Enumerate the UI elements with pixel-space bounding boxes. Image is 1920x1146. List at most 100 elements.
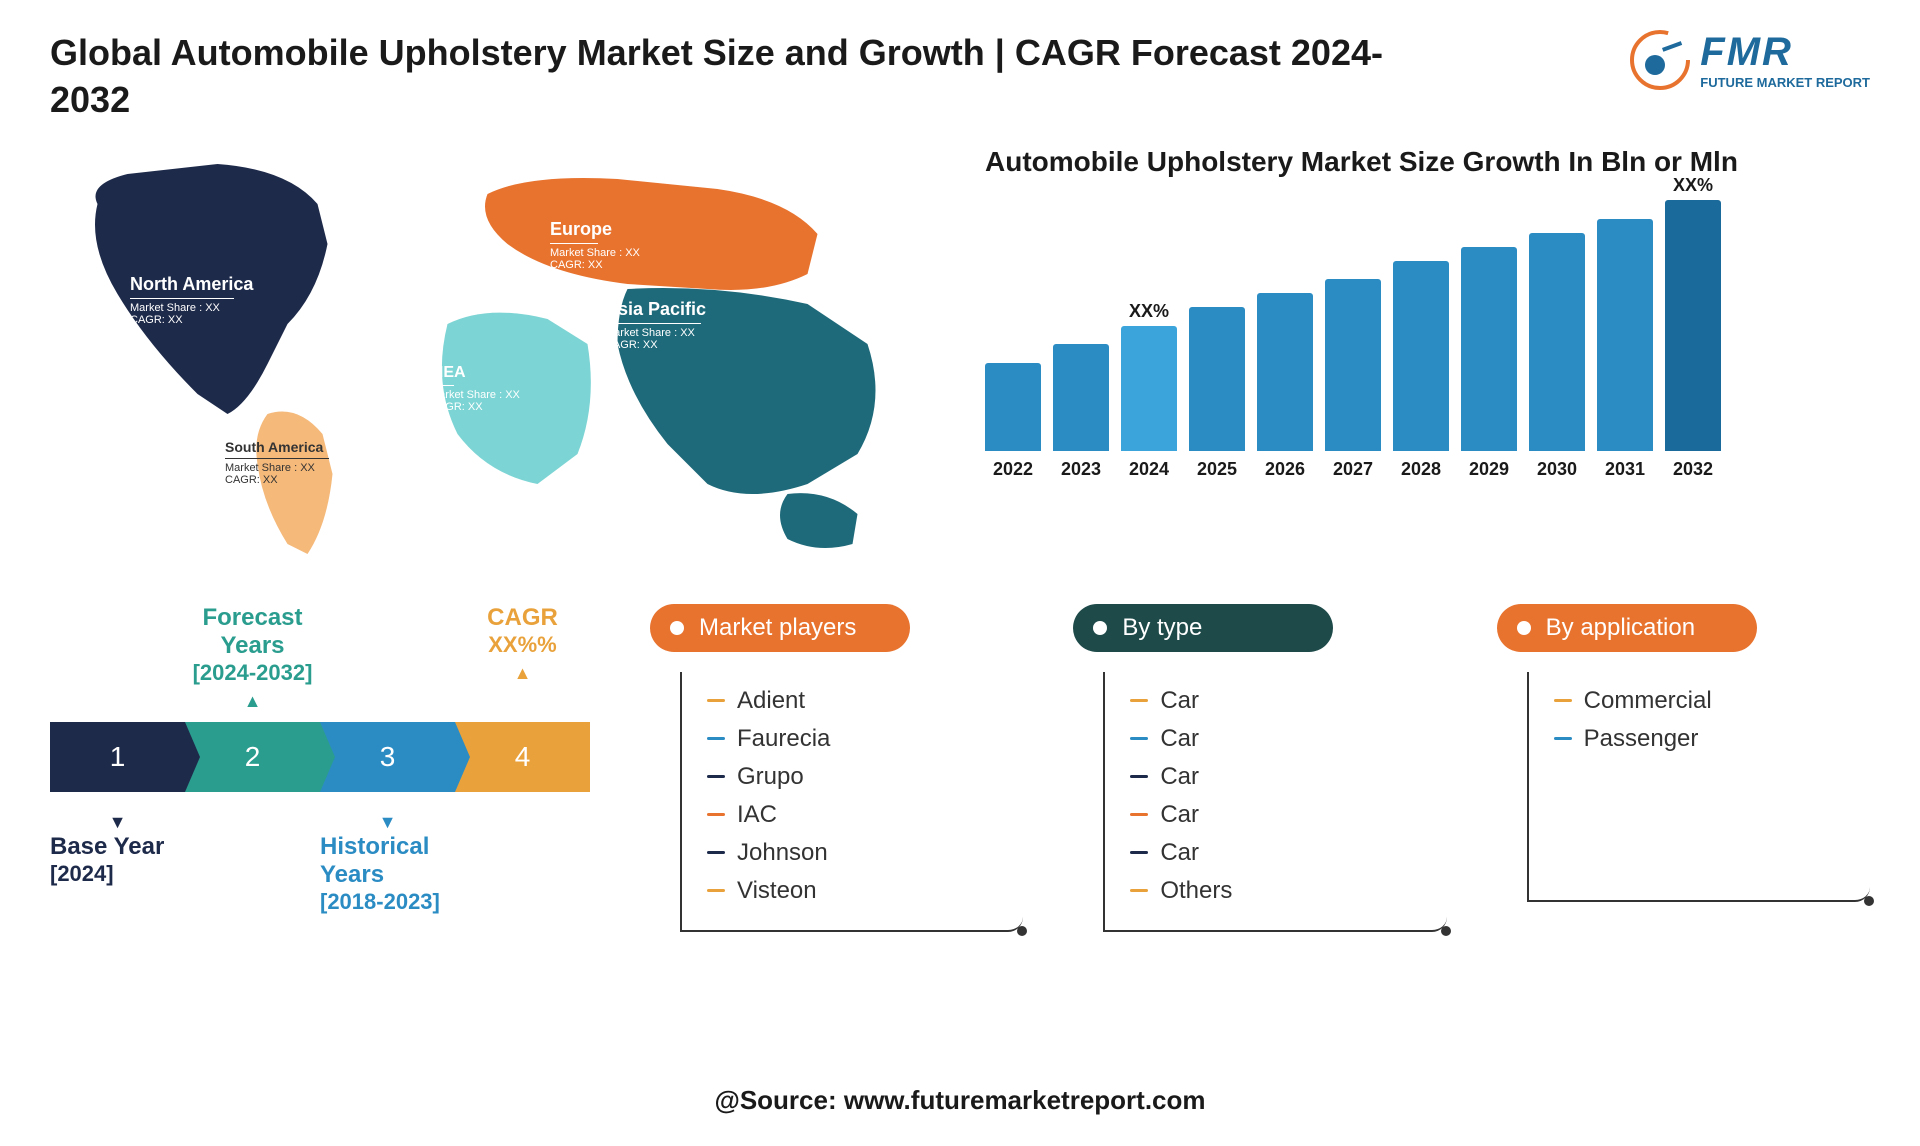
map-svg [50, 144, 935, 564]
bar [1665, 200, 1721, 451]
timeline-top-label [50, 604, 185, 712]
timeline-segment-2: 2 [185, 722, 320, 792]
item-label: Passenger [1584, 725, 1699, 753]
bar-year-label: 2023 [1061, 459, 1101, 480]
timeline-segment-1: 1 [50, 722, 185, 792]
bar-year-label: 2032 [1673, 459, 1713, 480]
item-label: Car [1160, 801, 1199, 829]
pill-header: By application [1497, 604, 1757, 652]
timeline-bottom-label: ▼Historical Years[2018-2023] [320, 807, 455, 915]
bar-annotation: XX% [1673, 175, 1713, 196]
timeline-top-label: Forecast Years[2024-2032]▲ [185, 604, 320, 712]
logo-text-main: FMR [1700, 30, 1870, 75]
tick-icon [1130, 889, 1148, 892]
timeline: Forecast Years[2024-2032]▲ CAGRXX%%▲ 1234… [50, 604, 590, 915]
list-item: Visteon [707, 877, 1003, 905]
timeline-top-label: CAGRXX%%▲ [455, 604, 590, 712]
bar-year-label: 2031 [1605, 459, 1645, 480]
pill-header: By type [1073, 604, 1333, 652]
list-item: Johnson [707, 839, 1003, 867]
page-title: Global Automobile Upholstery Market Size… [50, 30, 1450, 124]
bar [1325, 279, 1381, 451]
bar-year-label: 2029 [1469, 459, 1509, 480]
pill-dot-icon [670, 621, 684, 635]
bar [1053, 344, 1109, 451]
item-label: Car [1160, 839, 1199, 867]
item-label: Grupo [737, 763, 804, 791]
list-item: Car [1130, 763, 1426, 791]
tick-icon [1130, 775, 1148, 778]
timeline-top-label [320, 604, 455, 712]
list-item: Commercial [1554, 687, 1850, 715]
bar [1529, 233, 1585, 451]
item-label: Car [1160, 763, 1199, 791]
pill-title: By type [1122, 614, 1202, 642]
world-map: North America Market Share : XX CAGR: XX… [50, 144, 935, 564]
bar-year-label: 2024 [1129, 459, 1169, 480]
timeline-bottom-label [455, 807, 590, 915]
logo-icon [1630, 30, 1690, 90]
list-item: Car [1130, 839, 1426, 867]
bar-2022: 2022 [985, 363, 1041, 480]
bar [1257, 293, 1313, 451]
bar-year-label: 2025 [1197, 459, 1237, 480]
bar-2024: XX%2024 [1121, 326, 1177, 480]
logo: FMR FUTURE MARKET REPORT [1630, 30, 1870, 90]
list-item: Car [1130, 725, 1426, 753]
bar-2031: 2031 [1597, 219, 1653, 480]
timeline-bottom-label: ▼Base Year[2024] [50, 807, 185, 915]
tick-icon [707, 737, 725, 740]
timeline-segment-3: 3 [320, 722, 455, 792]
bar [1597, 219, 1653, 451]
item-label: Car [1160, 725, 1199, 753]
item-label: Commercial [1584, 687, 1712, 715]
tick-icon [1130, 699, 1148, 702]
tick-icon [1130, 851, 1148, 854]
pill-title: By application [1546, 614, 1695, 642]
bar [1393, 261, 1449, 451]
bar-2028: 2028 [1393, 261, 1449, 480]
logo-text-sub: FUTURE MARKET REPORT [1700, 75, 1870, 90]
pill-section-market-players: Market players Adient Faurecia Grupo IAC John… [650, 604, 1023, 932]
tick-icon [707, 699, 725, 702]
bar [985, 363, 1041, 451]
tick-icon [707, 775, 725, 778]
tick-icon [1554, 737, 1572, 740]
pill-list: Car Car Car Car Car Others [1103, 672, 1446, 932]
item-label: Car [1160, 687, 1199, 715]
list-item: Passenger [1554, 725, 1850, 753]
pill-header: Market players [650, 604, 910, 652]
bar-annotation: XX% [1129, 301, 1169, 322]
bar-2032: XX%2032 [1665, 200, 1721, 480]
item-label: Faurecia [737, 725, 830, 753]
bar-2025: 2025 [1189, 307, 1245, 480]
tick-icon [1130, 813, 1148, 816]
bar-year-label: 2027 [1333, 459, 1373, 480]
bar-year-label: 2022 [993, 459, 1033, 480]
region-north-america: North America Market Share : XX CAGR: XX [130, 274, 253, 326]
list-item: Adient [707, 687, 1003, 715]
item-label: Visteon [737, 877, 817, 905]
bar-year-label: 2028 [1401, 459, 1441, 480]
bar-2023: 2023 [1053, 344, 1109, 480]
bar-2030: 2030 [1529, 233, 1585, 480]
bar-year-label: 2026 [1265, 459, 1305, 480]
bar [1461, 247, 1517, 451]
region-south-america: South America Market Share : XX CAGR: XX [225, 439, 329, 486]
tick-icon [707, 813, 725, 816]
bar-year-label: 2030 [1537, 459, 1577, 480]
item-label: IAC [737, 801, 777, 829]
pill-section-by-application: By application Commercial Passenger [1497, 604, 1870, 932]
list-item: Others [1130, 877, 1426, 905]
tick-icon [1554, 699, 1572, 702]
pill-title: Market players [699, 614, 856, 642]
list-item: IAC [707, 801, 1003, 829]
pill-list: Adient Faurecia Grupo IAC Johnson Visteon [680, 672, 1023, 932]
timeline-segment-4: 4 [455, 722, 590, 792]
region-mea: MEA Market Share : XX CAGR: XX [430, 364, 520, 413]
region-asia-pacific: Asia Pacific Market Share : XX CAGR: XX [605, 299, 706, 351]
pill-list: Commercial Passenger [1527, 672, 1870, 902]
list-item: Car [1130, 687, 1426, 715]
item-label: Others [1160, 877, 1232, 905]
timeline-bottom-label [185, 807, 320, 915]
